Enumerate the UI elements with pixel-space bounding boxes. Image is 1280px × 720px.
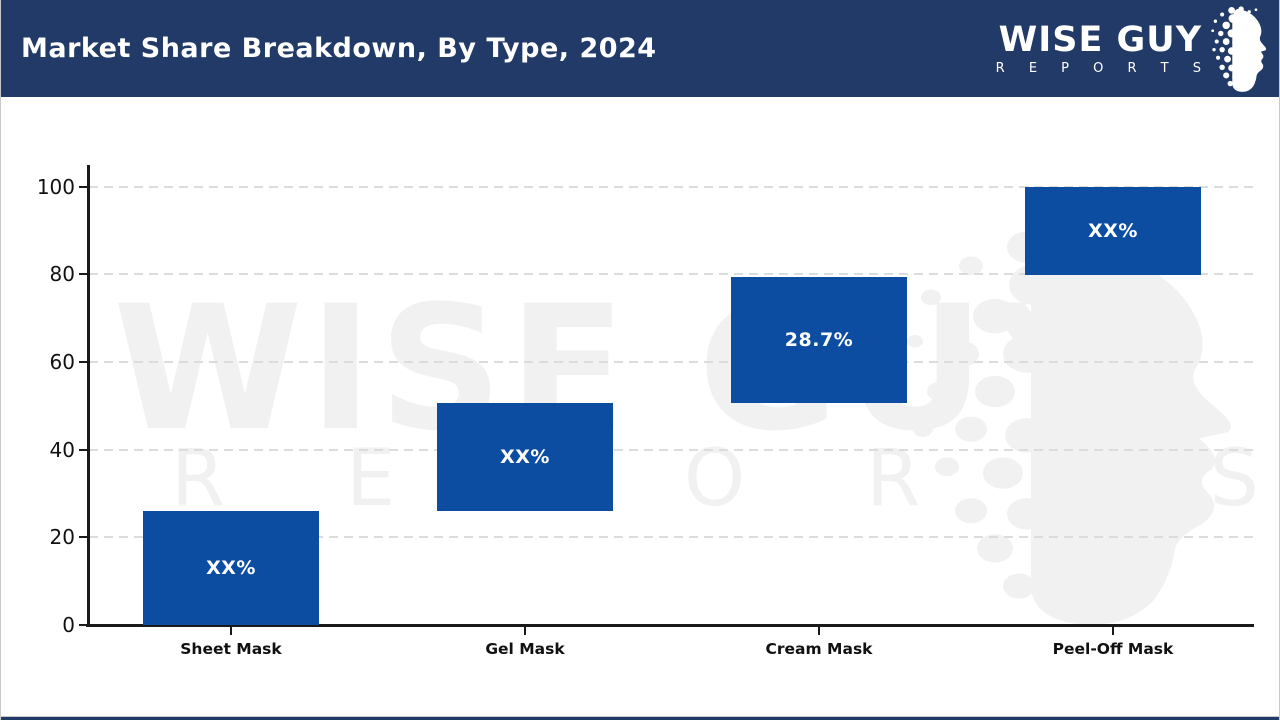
- page-title: Market Share Breakdown, By Type, 2024: [21, 33, 657, 64]
- header-bar: Market Share Breakdown, By Type, 2024 WI…: [1, 0, 1279, 97]
- x-tick-label-peel-off-mask: Peel-Off Mask: [1052, 640, 1174, 658]
- logo-subtitle: R E P O R T S: [995, 61, 1211, 76]
- y-tick-20: [79, 536, 87, 539]
- x-tick-label-sheet-mask: Sheet Mask: [180, 640, 282, 658]
- bar-peel-off-mask: XX%: [1025, 186, 1201, 276]
- y-tick-label-100: 100: [36, 174, 75, 199]
- x-tick-label-cream-mask: Cream Mask: [765, 640, 873, 658]
- y-tick-0: [79, 624, 87, 626]
- x-tick-cream-mask: [818, 627, 820, 635]
- x-tick-label-gel-mask: Gel Mask: [485, 640, 565, 658]
- y-tick-label-0: 0: [62, 613, 75, 637]
- gridline-20: [89, 536, 1254, 539]
- gridline-100: [89, 185, 1254, 188]
- y-tick-label-40: 40: [49, 437, 75, 462]
- x-tick-gel-mask: [524, 627, 526, 635]
- x-tick-sheet-mask: [230, 627, 232, 635]
- logo-wordmark: WISE GUY: [998, 20, 1203, 60]
- y-tick-label-80: 80: [49, 262, 75, 287]
- footer-divider: [1, 716, 1279, 717]
- x-tick-peel-off-mask: [1112, 627, 1114, 635]
- x-axis-line: [86, 624, 1254, 627]
- bar-cream-mask: 28.7%: [731, 276, 907, 403]
- y-tick-60: [79, 360, 87, 363]
- bar-value-label-cream-mask: 28.7%: [784, 328, 854, 351]
- y-tick-80: [79, 273, 87, 276]
- gridline-40: [89, 448, 1254, 451]
- y-tick-100: [79, 185, 87, 188]
- bar-sheet-mask: XX%: [143, 510, 319, 625]
- bar-value-label-sheet-mask: XX%: [206, 556, 256, 579]
- bar-value-label-peel-off-mask: XX%: [1088, 219, 1138, 242]
- footer-strip: [1, 717, 1279, 720]
- bar-value-label-gel-mask: XX%: [500, 445, 550, 468]
- gridline-60: [89, 360, 1254, 363]
- y-tick-label-20: 20: [49, 525, 75, 550]
- wiseguy-logo: WISE GUY R E P O R T S: [990, 4, 1273, 94]
- gridline-80: [89, 273, 1254, 276]
- logo-text: WISE GUY R E P O R T S: [990, 20, 1211, 76]
- y-axis-line: [87, 165, 90, 627]
- y-tick-label-60: 60: [49, 349, 75, 374]
- y-tick-40: [79, 448, 87, 451]
- bar-gel-mask: XX%: [437, 402, 613, 511]
